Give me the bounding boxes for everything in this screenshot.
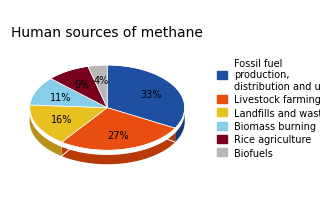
Polygon shape (30, 79, 107, 108)
Text: 16%: 16% (51, 115, 72, 125)
Polygon shape (30, 113, 62, 156)
Polygon shape (62, 108, 175, 151)
Polygon shape (30, 105, 107, 142)
Text: 4%: 4% (93, 76, 108, 86)
Polygon shape (51, 67, 107, 108)
Text: 27%: 27% (108, 130, 129, 140)
Text: 11%: 11% (50, 92, 72, 102)
Legend: Fossil fuel
production,
distribution and use, Livestock farming, Landfills and w: Fossil fuel production, distribution and… (217, 58, 320, 158)
Polygon shape (175, 113, 185, 142)
Polygon shape (88, 66, 107, 108)
Title: Human sources of methane: Human sources of methane (11, 26, 203, 40)
Polygon shape (62, 133, 175, 164)
Polygon shape (107, 66, 185, 129)
Text: 9%: 9% (74, 79, 89, 89)
Text: 33%: 33% (140, 89, 161, 99)
